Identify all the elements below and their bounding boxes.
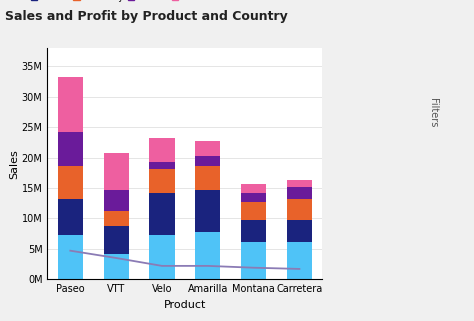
Bar xyxy=(287,199,312,220)
Text: Filters: Filters xyxy=(428,98,438,127)
Bar xyxy=(241,220,266,242)
Bar xyxy=(287,220,312,242)
Bar xyxy=(195,190,220,232)
Bar xyxy=(195,166,220,190)
Bar xyxy=(58,166,83,199)
Bar xyxy=(241,184,266,193)
Bar xyxy=(149,236,174,279)
Bar xyxy=(149,193,174,236)
Bar xyxy=(241,202,266,220)
Bar xyxy=(58,77,83,132)
Bar xyxy=(103,190,129,211)
Bar xyxy=(103,254,129,279)
Bar xyxy=(58,236,83,279)
Bar xyxy=(241,193,266,202)
Bar xyxy=(149,138,174,162)
Bar xyxy=(149,169,174,193)
Bar xyxy=(103,211,129,226)
Legend: Canada, France, Germany, Mexico, United States of Am..., Profit: Canada, France, Germany, Mexico, United … xyxy=(0,0,318,3)
Bar xyxy=(287,242,312,279)
Bar xyxy=(287,179,312,187)
Bar xyxy=(195,141,220,156)
Text: Sales and Profit by Product and Country: Sales and Profit by Product and Country xyxy=(5,10,288,22)
Bar xyxy=(58,132,83,166)
Bar xyxy=(58,199,83,236)
Bar xyxy=(149,162,174,169)
Bar xyxy=(103,153,129,190)
Bar xyxy=(103,226,129,254)
X-axis label: Product: Product xyxy=(164,300,206,310)
Bar xyxy=(287,187,312,199)
Bar xyxy=(241,242,266,279)
Bar xyxy=(195,156,220,166)
Bar xyxy=(195,232,220,279)
Y-axis label: Sales: Sales xyxy=(9,149,19,178)
